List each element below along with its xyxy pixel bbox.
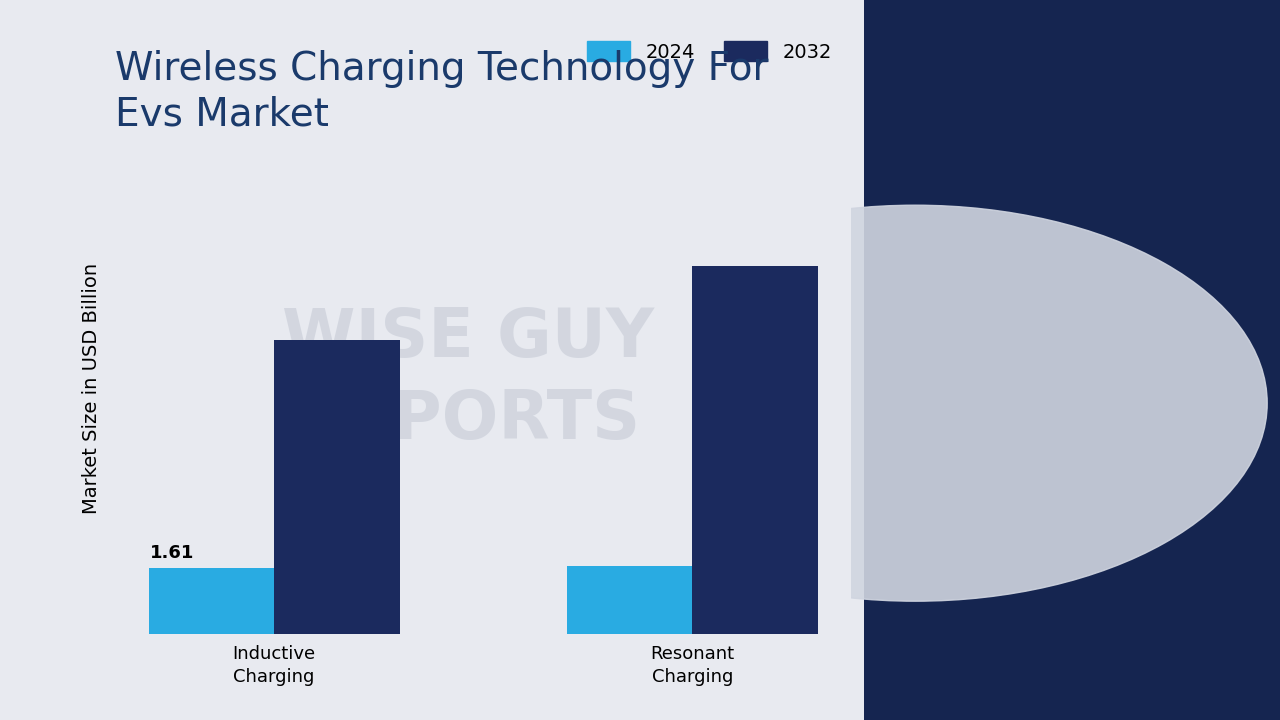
Bar bbox=[692, 266, 818, 634]
Bar bbox=[567, 566, 692, 634]
Bar bbox=[274, 340, 399, 634]
Text: 1.61: 1.61 bbox=[150, 544, 195, 562]
Text: Wireless Charging Technology For
Evs Market: Wireless Charging Technology For Evs Mar… bbox=[115, 50, 769, 134]
Legend: 2024, 2032: 2024, 2032 bbox=[577, 32, 841, 71]
Y-axis label: Market Size in USD Billion: Market Size in USD Billion bbox=[82, 264, 101, 514]
Bar bbox=[148, 568, 274, 634]
Text: WISE GUY
REPORTS: WISE GUY REPORTS bbox=[283, 305, 654, 453]
